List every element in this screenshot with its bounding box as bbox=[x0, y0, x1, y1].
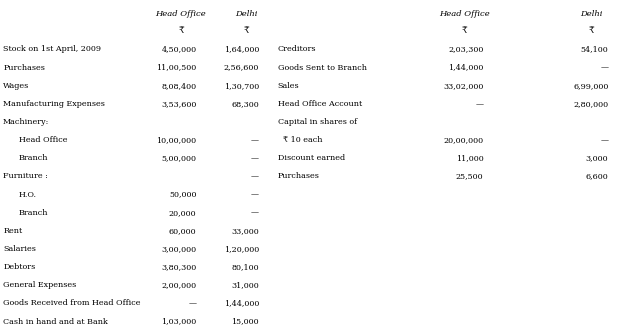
Text: ₹ 10 each: ₹ 10 each bbox=[278, 136, 322, 144]
Text: ₹: ₹ bbox=[462, 27, 468, 35]
Text: Capital in shares of: Capital in shares of bbox=[278, 118, 357, 126]
Text: 4,50,000: 4,50,000 bbox=[162, 45, 197, 53]
Text: 10,00,000: 10,00,000 bbox=[157, 136, 197, 144]
Text: 6,99,000: 6,99,000 bbox=[573, 82, 608, 90]
Text: H.O.: H.O. bbox=[19, 191, 37, 199]
Text: Manufacturing Expenses: Manufacturing Expenses bbox=[3, 100, 105, 108]
Text: Delhi: Delhi bbox=[235, 10, 258, 18]
Text: Wages: Wages bbox=[3, 82, 29, 90]
Text: 5,00,000: 5,00,000 bbox=[162, 154, 197, 162]
Text: 50,000: 50,000 bbox=[169, 191, 197, 199]
Text: Purchases: Purchases bbox=[3, 64, 45, 72]
Text: —: — bbox=[475, 100, 484, 108]
Text: 2,03,300: 2,03,300 bbox=[448, 45, 484, 53]
Text: —: — bbox=[600, 64, 608, 72]
Text: Stock on 1st April, 2009: Stock on 1st April, 2009 bbox=[3, 45, 101, 53]
Text: Goods Sent to Branch: Goods Sent to Branch bbox=[278, 64, 367, 72]
Text: Rent: Rent bbox=[3, 227, 22, 235]
Text: 3,80,300: 3,80,300 bbox=[162, 263, 197, 271]
Text: —: — bbox=[251, 209, 259, 217]
Text: ₹: ₹ bbox=[243, 27, 250, 35]
Text: ₹: ₹ bbox=[178, 27, 184, 35]
Text: 1,03,000: 1,03,000 bbox=[162, 318, 197, 326]
Text: 20,00,000: 20,00,000 bbox=[444, 136, 484, 144]
Text: Sales: Sales bbox=[278, 82, 300, 90]
Text: 68,300: 68,300 bbox=[232, 100, 259, 108]
Text: 54,100: 54,100 bbox=[581, 45, 608, 53]
Text: Delhi: Delhi bbox=[580, 10, 603, 18]
Text: Salaries: Salaries bbox=[3, 245, 36, 253]
Text: 60,000: 60,000 bbox=[169, 227, 197, 235]
Text: 1,64,000: 1,64,000 bbox=[223, 45, 259, 53]
Text: 2,80,000: 2,80,000 bbox=[573, 100, 608, 108]
Text: Purchases: Purchases bbox=[278, 172, 319, 180]
Text: 20,000: 20,000 bbox=[169, 209, 197, 217]
Text: Head Office: Head Office bbox=[439, 10, 490, 18]
Text: Cash in hand and at Bank: Cash in hand and at Bank bbox=[3, 318, 108, 326]
Text: 8,08,400: 8,08,400 bbox=[162, 82, 197, 90]
Text: Head Office Account: Head Office Account bbox=[278, 100, 362, 108]
Text: 3,000: 3,000 bbox=[586, 154, 608, 162]
Text: —: — bbox=[188, 299, 197, 307]
Text: Branch: Branch bbox=[19, 154, 48, 162]
Text: 2,00,000: 2,00,000 bbox=[162, 281, 197, 289]
Text: 3,53,600: 3,53,600 bbox=[161, 100, 197, 108]
Text: 2,56,600: 2,56,600 bbox=[223, 64, 259, 72]
Text: Goods Received from Head Office: Goods Received from Head Office bbox=[3, 299, 140, 307]
Text: 6,600: 6,600 bbox=[586, 172, 608, 180]
Text: Debtors: Debtors bbox=[3, 263, 36, 271]
Text: —: — bbox=[251, 154, 259, 162]
Text: 33,02,000: 33,02,000 bbox=[443, 82, 484, 90]
Text: 3,00,000: 3,00,000 bbox=[162, 245, 197, 253]
Text: Machinery:: Machinery: bbox=[3, 118, 49, 126]
Text: Head Office: Head Office bbox=[19, 136, 67, 144]
Text: Discount earned: Discount earned bbox=[278, 154, 345, 162]
Text: Furniture :: Furniture : bbox=[3, 172, 48, 180]
Text: —: — bbox=[251, 136, 259, 144]
Text: ₹: ₹ bbox=[588, 27, 595, 35]
Text: 11,000: 11,000 bbox=[456, 154, 484, 162]
Text: Head Office: Head Office bbox=[155, 10, 207, 18]
Text: —: — bbox=[251, 172, 259, 180]
Text: 80,100: 80,100 bbox=[232, 263, 259, 271]
Text: 31,000: 31,000 bbox=[232, 281, 259, 289]
Text: Creditors: Creditors bbox=[278, 45, 316, 53]
Text: 1,30,700: 1,30,700 bbox=[224, 82, 259, 90]
Text: 1,44,000: 1,44,000 bbox=[223, 299, 259, 307]
Text: Branch: Branch bbox=[19, 209, 48, 217]
Text: 33,000: 33,000 bbox=[232, 227, 259, 235]
Text: 1,44,000: 1,44,000 bbox=[448, 64, 484, 72]
Text: 1,20,000: 1,20,000 bbox=[224, 245, 259, 253]
Text: 11,00,500: 11,00,500 bbox=[156, 64, 197, 72]
Text: 15,000: 15,000 bbox=[232, 318, 259, 326]
Text: —: — bbox=[251, 191, 259, 199]
Text: General Expenses: General Expenses bbox=[3, 281, 76, 289]
Text: 25,500: 25,500 bbox=[456, 172, 484, 180]
Text: —: — bbox=[600, 136, 608, 144]
